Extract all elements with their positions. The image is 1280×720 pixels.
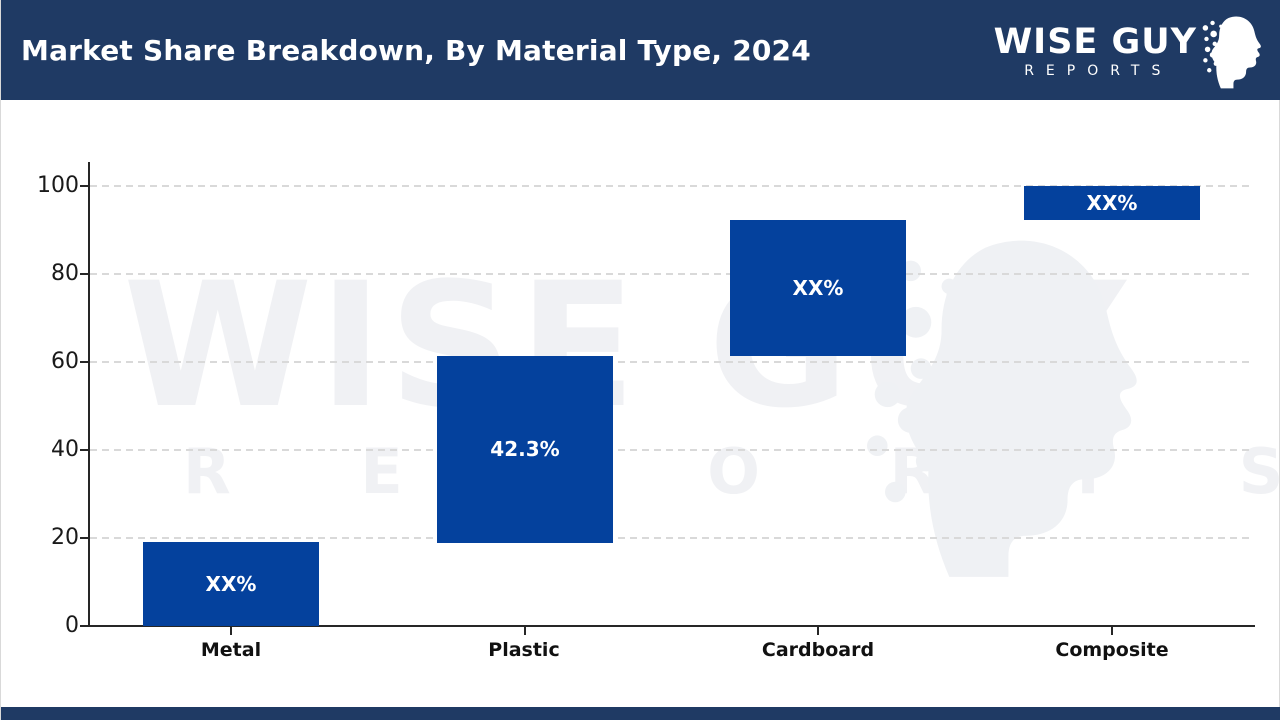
y-tick-60 [80,361,89,363]
x-tick-plastic [524,627,526,635]
y-axis-line [88,162,90,627]
y-tick-label-60: 60 [51,349,79,374]
x-tick-cardboard [817,627,819,635]
y-tick-40 [80,449,89,451]
category-label-composite: Composite [1055,639,1169,661]
bar-cardboard [730,220,906,356]
category-label-plastic: Plastic [488,639,560,661]
bar-label-composite: XX% [1086,191,1138,215]
y-tick-label-20: 20 [51,525,79,550]
y-tick-100 [80,185,89,187]
gridline-100 [90,185,1254,187]
gridline-40 [90,449,1254,451]
x-tick-metal [230,627,232,635]
y-tick-label-40: 40 [51,437,79,462]
bar-label-plastic: 42.3% [490,437,560,461]
y-tick-80 [80,273,89,275]
bar-composite [1024,186,1200,220]
dotted-head-icon [1202,16,1261,89]
bar-metal [143,542,319,626]
bar-label-cardboard: XX% [792,276,844,300]
y-tick-label-0: 0 [65,613,79,638]
y-tick-label-100: 100 [37,173,79,198]
x-tick-composite [1111,627,1113,635]
gridline-60 [90,361,1254,363]
logo-text: WISE GUY REPORTS [994,23,1197,79]
x-axis-line [88,625,1255,627]
wise-guy-reports-logo: WISE GUY REPORTS [994,8,1267,94]
header-bar: Market Share Breakdown, By Material Type… [1,0,1280,100]
category-label-cardboard: Cardboard [761,639,875,661]
y-tick-label-80: 80 [51,261,79,286]
chart-title: Market Share Breakdown, By Material Type… [21,33,811,67]
bar-label-metal: XX% [205,572,257,596]
logo-wordmark: WISE GUY [993,22,1197,62]
y-tick-20 [80,537,89,539]
gridline-80 [90,273,1254,275]
bar-plastic [437,356,613,543]
category-label-metal: Metal [200,639,262,661]
y-tick-0 [80,625,89,627]
footer-accent-bar [1,707,1280,720]
logo-subtitle: REPORTS [1024,63,1173,79]
gridline-20 [90,537,1254,539]
